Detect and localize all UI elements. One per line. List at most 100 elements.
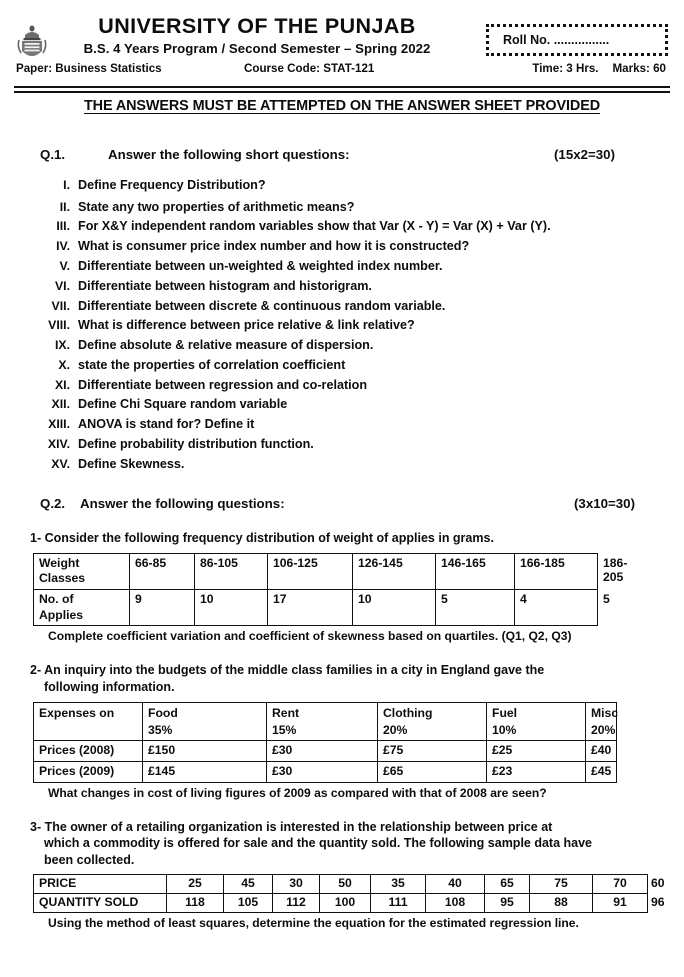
list-item: XII. Define Chi Square random variable bbox=[0, 398, 684, 411]
roll-no-label: Roll No. ................ bbox=[503, 33, 610, 47]
column-weight: 20% bbox=[591, 722, 616, 737]
time-marks-row: Time: 3 Hrs. Marks: 60 bbox=[532, 62, 666, 75]
question-1-marks: (15x2=30) bbox=[554, 147, 615, 162]
price-cell: £150 bbox=[142, 739, 267, 762]
item-text: state the properties of correlation coef… bbox=[78, 357, 346, 372]
column-weight: 35% bbox=[148, 722, 173, 737]
class-cell: 146-165 bbox=[435, 552, 515, 591]
price-cell: £75 bbox=[377, 739, 487, 762]
price-cell: 50 bbox=[319, 874, 371, 895]
column-header-rent: Rent 15% bbox=[266, 702, 378, 741]
marks-value: Marks: 60 bbox=[612, 62, 667, 75]
question-2-part-3-prompt: 3- The owner of a retailing organization… bbox=[0, 819, 684, 869]
question-2-part-1-note: Complete coefficient variation and coeff… bbox=[48, 629, 572, 644]
list-item: III. For X&Y independent random variable… bbox=[0, 220, 684, 233]
item-numeral: II. bbox=[59, 199, 70, 214]
question-2-part-1-prompt: 1- Consider the following frequency dist… bbox=[30, 531, 494, 546]
question-1-label: Q.1. bbox=[40, 147, 66, 162]
table-row: QUANTITY SOLD 118 105 112 100 111 108 95… bbox=[33, 893, 665, 914]
header-divider bbox=[14, 86, 670, 93]
price-cell: £25 bbox=[486, 739, 586, 762]
label-line-1: No. of bbox=[39, 592, 74, 607]
price-cell: 35 bbox=[370, 874, 426, 895]
quantity-cell: 105 bbox=[223, 893, 273, 914]
list-item: VII. Differentiate between discrete & co… bbox=[0, 298, 684, 313]
row-label-quantity-sold: QUANTITY SOLD bbox=[33, 893, 167, 914]
price-cell: 40 bbox=[425, 874, 485, 895]
program-line: B.S. 4 Years Program / Second Semester –… bbox=[83, 41, 431, 57]
column-weight: 15% bbox=[272, 722, 297, 737]
item-numeral: I. bbox=[63, 178, 70, 192]
roll-no-box[interactable]: Roll No. ................ bbox=[486, 24, 668, 56]
price-cell: 75 bbox=[529, 874, 593, 895]
time-value: Time: 3 Hrs. bbox=[532, 62, 599, 75]
item-text: Differentiate between discrete & continu… bbox=[78, 298, 446, 313]
quantity-cell: 118 bbox=[166, 893, 224, 914]
price-cell: £30 bbox=[266, 760, 378, 783]
price-cell: £145 bbox=[142, 760, 267, 783]
quantity-cell: 88 bbox=[529, 893, 593, 914]
item-text: What is difference between price relativ… bbox=[78, 318, 415, 333]
item-numeral: V. bbox=[59, 258, 71, 273]
item-numeral: X. bbox=[58, 357, 70, 372]
quantity-cell: 91 bbox=[592, 893, 648, 914]
university-crest-icon bbox=[17, 25, 47, 56]
question-2-part-3-note: Using the method of least squares, deter… bbox=[48, 916, 579, 931]
row-label-price: PRICE bbox=[33, 874, 167, 895]
table-row: Prices (2009) £145 £30 £65 £23 £45 bbox=[33, 760, 617, 783]
column-name: Misc bbox=[591, 706, 619, 721]
price-cell: £23 bbox=[486, 760, 586, 783]
list-item: IV. What is consumer price index number … bbox=[0, 240, 684, 253]
regression-data-table: PRICE 25 45 30 50 35 40 65 75 70 60 QUAN… bbox=[33, 874, 665, 914]
item-text: Define Frequency Distribution? bbox=[78, 178, 266, 192]
table-row: Prices (2008) £150 £30 £75 £25 £40 bbox=[33, 739, 617, 762]
answer-sheet-notice: THE ANSWERS MUST BE ATTEMPTED ON THE ANS… bbox=[83, 98, 600, 114]
class-cell: 126-145 bbox=[352, 552, 436, 591]
item-text: Differentiate between histogram and hist… bbox=[78, 278, 372, 293]
class-cell: 106-125 bbox=[267, 552, 353, 591]
quantity-cell: 95 bbox=[484, 893, 530, 914]
item-text: Define Skewness. bbox=[78, 456, 185, 471]
frequency-cell: 5 bbox=[435, 589, 515, 627]
row-label-prices-2009: Prices (2009) bbox=[33, 760, 143, 783]
item-text: For X&Y independent random variables sho… bbox=[78, 219, 551, 234]
frequency-cell: 4 bbox=[514, 589, 598, 627]
frequency-distribution-table: Weight Classes 66-85 86-105 106-125 126-… bbox=[33, 552, 627, 627]
course-code: Course Code: STAT-121 bbox=[244, 62, 375, 75]
list-item: XV. Define Skewness. bbox=[0, 458, 684, 471]
item-text: State any two properties of arithmetic m… bbox=[78, 199, 355, 214]
item-numeral: XV. bbox=[51, 456, 70, 471]
item-text: Define absolute & relative measure of di… bbox=[78, 338, 374, 353]
item-numeral: XIII. bbox=[48, 417, 70, 432]
question-2-part-2-prompt: 2- An inquiry into the budgets of the mi… bbox=[0, 662, 684, 695]
page-header: UNIVERSITY OF THE PUNJAB B.S. 4 Years Pr… bbox=[0, 0, 684, 93]
label-line-2: Classes bbox=[39, 571, 86, 586]
question-1-text: Answer the following short questions: bbox=[108, 147, 350, 162]
item-text: ANOVA is stand for? Define it bbox=[78, 417, 255, 432]
list-item: I. Define Frequency Distribution? bbox=[0, 179, 684, 192]
question-2-marks: (3x10=30) bbox=[574, 496, 635, 512]
frequency-cell: 9 bbox=[129, 589, 195, 627]
price-cell: 65 bbox=[484, 874, 530, 895]
item-text: Differentiate between un-weighted & weig… bbox=[78, 258, 443, 273]
question-2-part-2-note: What changes in cost of living figures o… bbox=[48, 785, 547, 800]
university-name: UNIVERSITY OF THE PUNJAB bbox=[98, 14, 416, 38]
column-weight: 20% bbox=[383, 722, 408, 737]
column-weight: 10% bbox=[492, 722, 517, 737]
class-cell: 66-85 bbox=[129, 552, 195, 591]
list-item: XI. Differentiate between regression and… bbox=[0, 379, 684, 392]
quantity-cell: 112 bbox=[272, 893, 320, 914]
prompt-line-1: 2- An inquiry into the budgets of the mi… bbox=[30, 663, 545, 678]
list-item: VI. Differentiate between histogram and … bbox=[0, 280, 684, 293]
column-name: Clothing bbox=[383, 706, 433, 721]
prompt-line-2: following information. bbox=[44, 679, 175, 694]
price-cell: £45 bbox=[585, 760, 617, 783]
column-header-misc: Misc 20% bbox=[585, 702, 619, 741]
question-1-list: I. Define Frequency Distribution? II. St… bbox=[0, 179, 684, 470]
list-item: VIII. What is difference between price r… bbox=[0, 319, 684, 332]
item-numeral: XI. bbox=[54, 377, 70, 392]
price-cell: £30 bbox=[266, 739, 378, 762]
list-item: II. State any two properties of arithmet… bbox=[0, 199, 684, 214]
column-header-fuel: Fuel 10% bbox=[486, 702, 586, 741]
